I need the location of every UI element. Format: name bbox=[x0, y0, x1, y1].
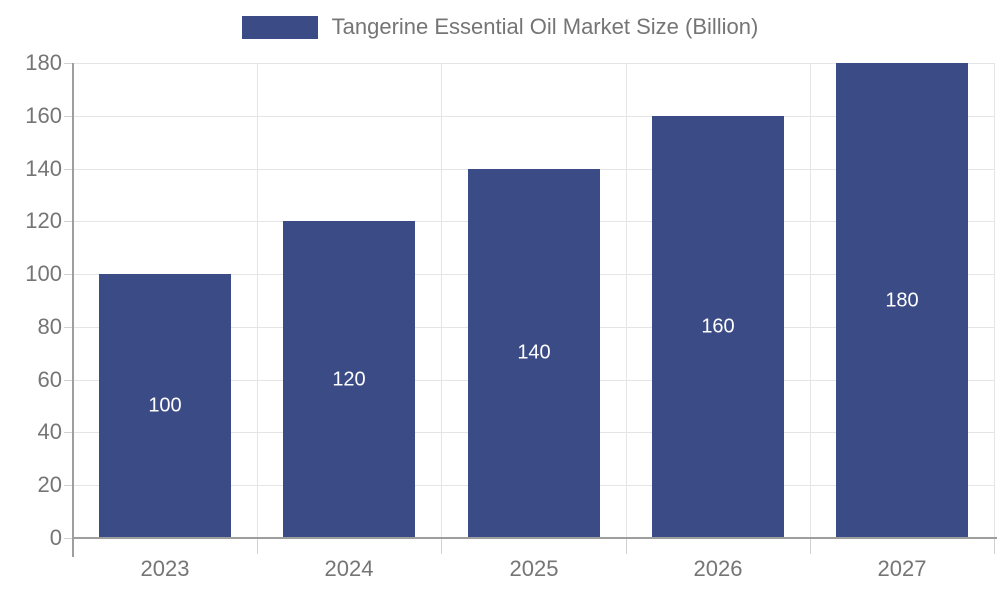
y-axis-line bbox=[72, 63, 74, 557]
x-gridline bbox=[441, 63, 442, 538]
y-axis-tick bbox=[64, 485, 73, 486]
y-axis-tick bbox=[64, 169, 73, 170]
bar-value-label: 120 bbox=[332, 368, 366, 391]
y-axis-tick bbox=[64, 274, 73, 275]
legend-swatch-icon bbox=[241, 15, 318, 39]
legend-item-market-size[interactable]: Tangerine Essential Oil Market Size (Bil… bbox=[241, 14, 759, 40]
legend-label: Tangerine Essential Oil Market Size (Bil… bbox=[331, 14, 759, 39]
x-gridline bbox=[626, 63, 627, 538]
x-axis-tick bbox=[257, 539, 258, 554]
x-axis-tick bbox=[810, 539, 811, 554]
y-axis-tick bbox=[64, 116, 73, 117]
y-axis-tick bbox=[64, 221, 73, 222]
y-axis-tick-label: 140 bbox=[25, 156, 62, 181]
y-axis-tick-label: 80 bbox=[37, 314, 62, 339]
y-axis-tick bbox=[64, 63, 73, 64]
bar-2027 bbox=[836, 63, 968, 538]
bar-2026 bbox=[652, 116, 784, 538]
bar-value-label: 100 bbox=[148, 394, 182, 417]
y-axis-tick-label: 120 bbox=[25, 208, 62, 233]
bar-value-label: 180 bbox=[885, 289, 919, 312]
bar-2024 bbox=[283, 221, 415, 538]
x-axis-line bbox=[72, 537, 997, 539]
chart-legend: Tangerine Essential Oil Market Size (Bil… bbox=[0, 14, 1000, 40]
y-axis-tick bbox=[64, 327, 73, 328]
y-axis-tick-label: 180 bbox=[25, 50, 62, 75]
x-axis-tick bbox=[441, 539, 442, 554]
y-axis-tick-label: 40 bbox=[37, 419, 62, 444]
x-axis-tick-label: 2027 bbox=[877, 556, 927, 581]
x-axis-tick bbox=[626, 539, 627, 554]
y-gridline bbox=[73, 116, 994, 117]
x-axis-tick-label: 2025 bbox=[509, 556, 559, 581]
y-axis-tick bbox=[64, 538, 73, 539]
bar-value-label: 160 bbox=[701, 315, 735, 338]
bar-value-label: 140 bbox=[517, 341, 551, 364]
y-axis-tick bbox=[64, 432, 73, 433]
bar-2025 bbox=[468, 169, 600, 538]
y-gridline bbox=[73, 63, 994, 64]
x-axis-tick-label: 2024 bbox=[324, 556, 374, 581]
y-axis-tick-label: 20 bbox=[37, 472, 62, 497]
y-axis-tick bbox=[64, 380, 73, 381]
x-axis-tick bbox=[994, 539, 995, 554]
x-gridline bbox=[257, 63, 258, 538]
y-axis-tick-label: 0 bbox=[49, 525, 62, 550]
y-axis-tick-label: 60 bbox=[37, 367, 62, 392]
y-axis-tick-label: 160 bbox=[25, 103, 62, 128]
bar-2023 bbox=[99, 274, 231, 538]
x-axis-tick-label: 2023 bbox=[140, 556, 190, 581]
x-gridline bbox=[810, 63, 811, 538]
x-axis-tick-label: 2026 bbox=[693, 556, 743, 581]
x-gridline bbox=[994, 63, 995, 538]
y-axis-tick-label: 100 bbox=[25, 261, 62, 286]
